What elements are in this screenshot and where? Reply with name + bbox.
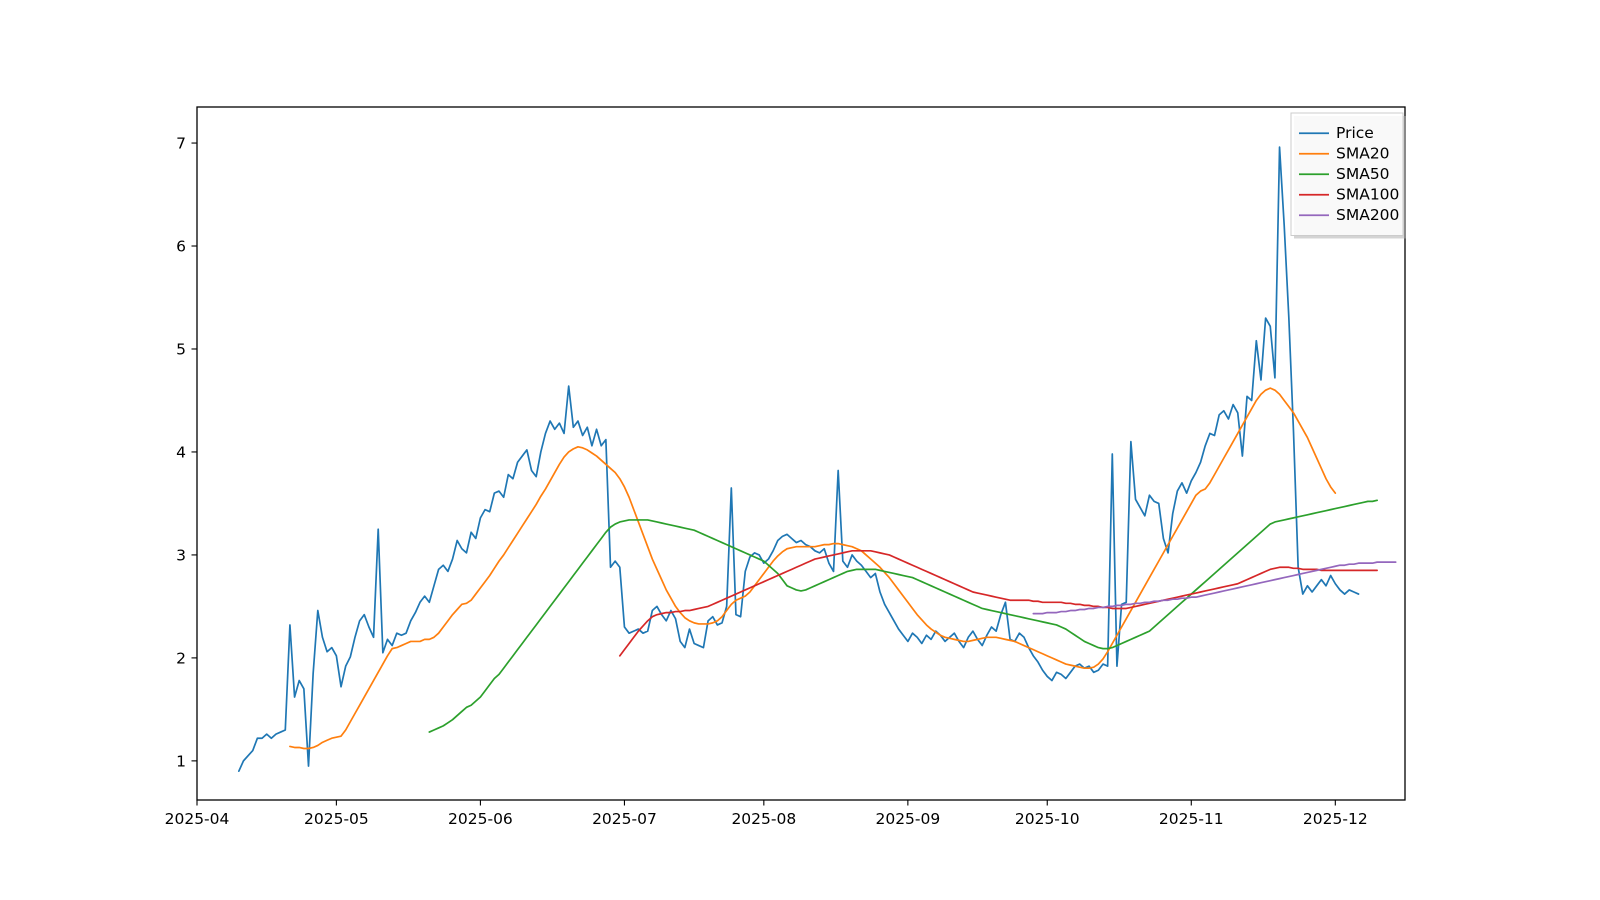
legend-label-sma20: SMA20 (1336, 144, 1390, 162)
x-tick-label: 2025-12 (1303, 810, 1368, 828)
legend-label-sma50: SMA50 (1336, 165, 1390, 183)
series-line-sma200 (1032, 561, 1397, 615)
x-tick-label: 2025-11 (1159, 810, 1224, 828)
x-tick-label: 2025-05 (304, 810, 369, 828)
y-tick-label: 1 (176, 752, 186, 770)
x-tick-label: 2025-04 (165, 810, 230, 828)
chart-legend: Price SMA20 SMA50 SMA100 SMA200 (1290, 112, 1406, 239)
y-axis-ticks: 1 2 3 4 5 6 7 (176, 135, 197, 770)
x-tick-label: 2025-09 (875, 810, 940, 828)
x-axis-ticks: 2025-04 2025-05 2025-06 2025-07 2025-08 2025-… (165, 800, 1368, 828)
series-line-sma100 (618, 549, 1378, 657)
y-tick-label: 7 (176, 135, 186, 153)
x-tick-label: 2025-06 (448, 810, 513, 828)
axes-spines (196, 106, 1406, 801)
x-tick-label: 2025-07 (592, 810, 657, 828)
series-line-sma20 (289, 387, 1337, 750)
plot-frame (196, 106, 1406, 801)
y-tick-label: 2 (176, 649, 186, 667)
y-tick-label: 5 (176, 340, 186, 358)
series-line-sma50 (428, 499, 1378, 733)
legend-label-sma200: SMA200 (1336, 206, 1399, 224)
y-tick-label: 4 (176, 443, 186, 461)
series-lines (237, 146, 1397, 773)
x-tick-label: 2025-08 (731, 810, 796, 828)
y-tick-label: 6 (176, 238, 186, 256)
y-tick-label: 3 (176, 546, 186, 564)
series-line-price (237, 146, 1360, 773)
x-tick-label: 2025-10 (1015, 810, 1080, 828)
legend-label-sma100: SMA100 (1336, 185, 1399, 203)
legend-label-price: Price (1336, 124, 1374, 142)
